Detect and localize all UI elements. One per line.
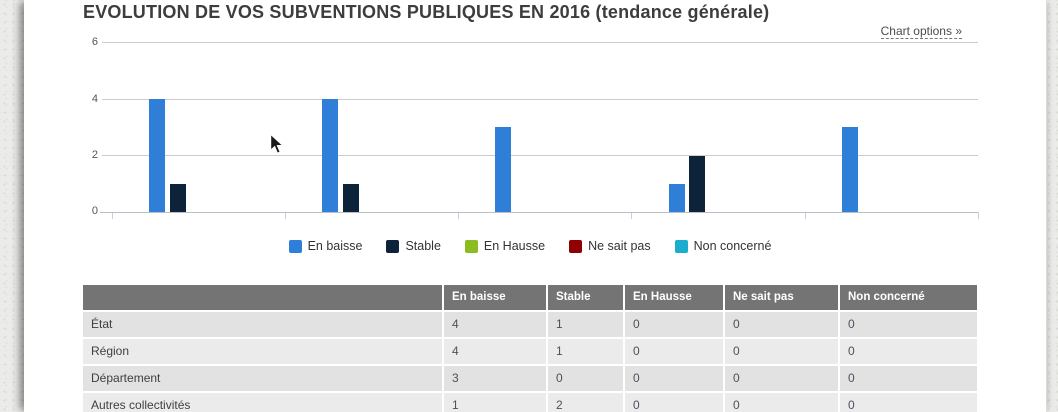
x-axis-tick (804, 212, 806, 219)
legend-item-ne-sait-pas[interactable]: Ne sait pas (569, 239, 651, 253)
legend-label: En baisse (307, 239, 363, 253)
table-cell: 0 (838, 339, 977, 366)
table-header-empty (83, 285, 442, 312)
legend-item-en-baisse[interactable]: En baisse (288, 239, 363, 253)
legend-swatch-en-baisse (288, 239, 302, 253)
table-header-non-concerne: Non concerné (838, 285, 977, 312)
table-cell: 0 (623, 312, 723, 339)
table-cell: 0 (623, 339, 723, 366)
y-axis-label: 4 (91, 93, 98, 105)
bar-en-baisse-1[interactable] (322, 99, 339, 212)
table-cell: 4 (442, 339, 546, 366)
chart-options-link[interactable]: Chart options » (880, 24, 962, 39)
x-axis-tick (977, 212, 979, 219)
mouse-cursor (269, 133, 286, 155)
table-cell: 0 (838, 366, 977, 393)
legend-swatch-stable (386, 239, 400, 253)
y-axis-label: 2 (91, 149, 98, 161)
legend-label: Stable (405, 239, 441, 253)
table-cell: 1 (546, 339, 623, 366)
table-cell: 0 (723, 393, 838, 412)
legend-swatch-ne-sait-pas (569, 239, 583, 253)
table-cell: 0 (723, 366, 838, 393)
legend-item-en-hausse[interactable]: En Hausse (464, 239, 546, 253)
legend-label: Non concerné (693, 239, 772, 253)
row-label: État (83, 312, 442, 339)
bar-stable-0[interactable] (169, 183, 186, 212)
y-axis-label: 6 (91, 36, 98, 48)
legend-label: En Hausse (483, 239, 546, 253)
bar-en-baisse-0[interactable] (148, 99, 165, 212)
gridline-4 (102, 99, 978, 100)
table-cell: 3 (442, 366, 546, 393)
row-label: Département (83, 366, 442, 393)
table-header-en-baisse: En baisse (442, 285, 546, 312)
legend-label: Ne sait pas (588, 239, 651, 253)
chart-legend: En baisse Stable En Hausse Ne sait pas N… (83, 239, 977, 253)
table-cell: 0 (838, 393, 977, 412)
table-cell: 4 (442, 312, 546, 339)
bar-en-baisse-3[interactable] (668, 183, 685, 212)
x-axis-line (100, 212, 978, 213)
table-cell: 1 (546, 312, 623, 339)
x-axis-tick (631, 212, 633, 219)
bar-en-baisse-4[interactable] (841, 127, 858, 212)
x-axis-tick (111, 212, 113, 219)
table-cell: 0 (623, 366, 723, 393)
bar-stable-1[interactable] (342, 183, 359, 212)
y-axis-label: 0 (91, 205, 98, 217)
row-label: Autres collectivités (83, 393, 442, 412)
table-header-ne-sait-pas: Ne sait pas (723, 285, 838, 312)
row-label: Région (83, 339, 442, 366)
legend-swatch-en-hausse (464, 239, 478, 253)
table-cell: 0 (723, 339, 838, 366)
legend-item-stable[interactable]: Stable (386, 239, 441, 253)
table-cell: 0 (546, 366, 623, 393)
table-cell: 0 (723, 312, 838, 339)
table-header-en-hausse: En Hausse (623, 285, 723, 312)
gridline-6 (102, 42, 978, 43)
table-cell: 1 (442, 393, 546, 412)
table-cell: 0 (623, 393, 723, 412)
bar-stable-3[interactable] (689, 155, 706, 212)
results-table: En baisse Stable En Hausse Ne sait pas N… (83, 285, 977, 412)
legend-swatch-non-concerne (674, 239, 688, 253)
bar-en-baisse-2[interactable] (495, 127, 512, 212)
legend-item-non-concerne[interactable]: Non concerné (674, 239, 772, 253)
table-cell: 2 (546, 393, 623, 412)
page-title: EVOLUTION DE VOS SUBVENTIONS PUBLIQUES E… (83, 2, 770, 22)
table-header-stable: Stable (546, 285, 623, 312)
chart-options-container: Chart options » (862, 24, 962, 39)
x-axis-tick (458, 212, 459, 219)
table-cell: 0 (838, 312, 977, 339)
gridline-2 (102, 155, 978, 156)
x-axis-tick (284, 212, 286, 219)
